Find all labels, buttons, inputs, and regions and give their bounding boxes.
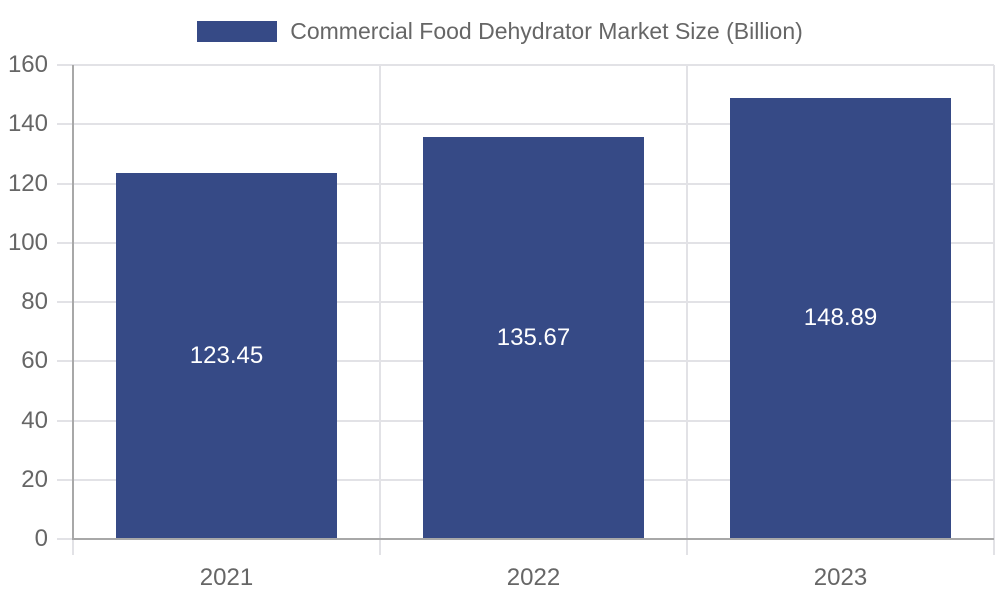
gridline-y [57,64,994,66]
gridline-x [686,65,688,555]
y-tick-label: 160 [7,51,48,78]
gridline-x [993,65,995,555]
bar-value-label: 135.67 [496,324,571,352]
bar-value-label: 123.45 [189,342,264,370]
gridline-x [379,65,381,555]
y-tick-label: 60 [21,347,48,374]
y-tick-label: 40 [21,407,48,434]
bar-2021[interactable]: 123.45 [116,173,337,539]
bar-value-label: 148.89 [803,304,878,332]
y-tick-label: 20 [21,466,48,493]
bar-2023[interactable]: 148.89 [730,97,951,539]
y-tick-label: 100 [7,229,48,256]
y-tick-label: 140 [7,110,48,137]
bar-2022[interactable]: 135.67 [423,137,644,539]
x-tick-label: 2021 [199,564,254,591]
x-axis-line [72,538,994,540]
gridline-y [57,123,994,126]
x-tick-label: 2023 [813,564,868,591]
x-tick-label: 2022 [506,564,561,591]
plot-area: 123.45 135.67 148.89 [57,64,995,555]
y-tick-label: 0 [34,525,48,552]
legend-swatch [197,21,278,42]
y-tick-label: 80 [21,288,48,315]
chart-title: Commercial Food Dehydrator Market Size (… [290,18,803,44]
y-tick-label: 120 [7,170,48,197]
y-axis-line [72,65,74,539]
legend-item[interactable]: Commercial Food Dehydrator Market Size (… [0,18,1000,45]
